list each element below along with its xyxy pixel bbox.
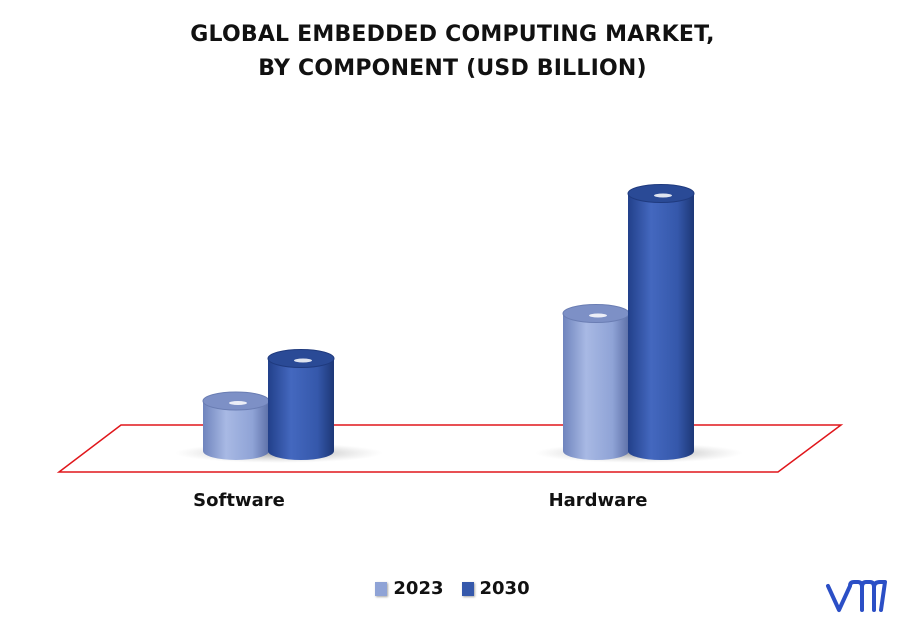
category-label-software: Software [193,490,285,511]
legend: 2023 2030 [0,578,905,599]
bar-highlight [654,193,672,198]
bars [202,184,695,460]
legend-item-2030: 2030 [461,578,530,599]
legend-swatch-2023 [375,581,388,596]
legend-label-2030: 2030 [479,578,530,599]
bar-body [203,401,269,460]
bar-body [563,313,629,460]
bar-highlight [229,401,247,405]
chart-title: GLOBAL EMBEDDED COMPUTING MARKET, BY COM… [0,18,905,86]
bar-hardware-2023 [562,304,630,460]
legend-label-2023: 2023 [393,578,444,599]
legend-swatch-2030 [461,581,474,596]
chart-title-line-1: GLOBAL EMBEDDED COMPUTING MARKET, [190,22,715,47]
bar-cap [627,184,695,203]
bar-cap [267,349,335,368]
category-label-hardware: Hardware [548,490,648,511]
chart-title-line-2: BY COMPONENT (USD BILLION) [258,56,647,81]
bar-cap [562,304,630,323]
bar-software-2030 [267,349,335,460]
bar-cap [202,391,270,411]
bar-body [628,193,694,460]
bar-highlight [589,313,607,318]
vmr-logo [826,580,887,612]
bar-hardware-2030 [627,184,695,460]
legend-item-2023: 2023 [375,578,444,599]
bar-highlight [294,358,312,363]
bar-body [268,358,334,460]
bar-software-2023 [202,391,270,460]
